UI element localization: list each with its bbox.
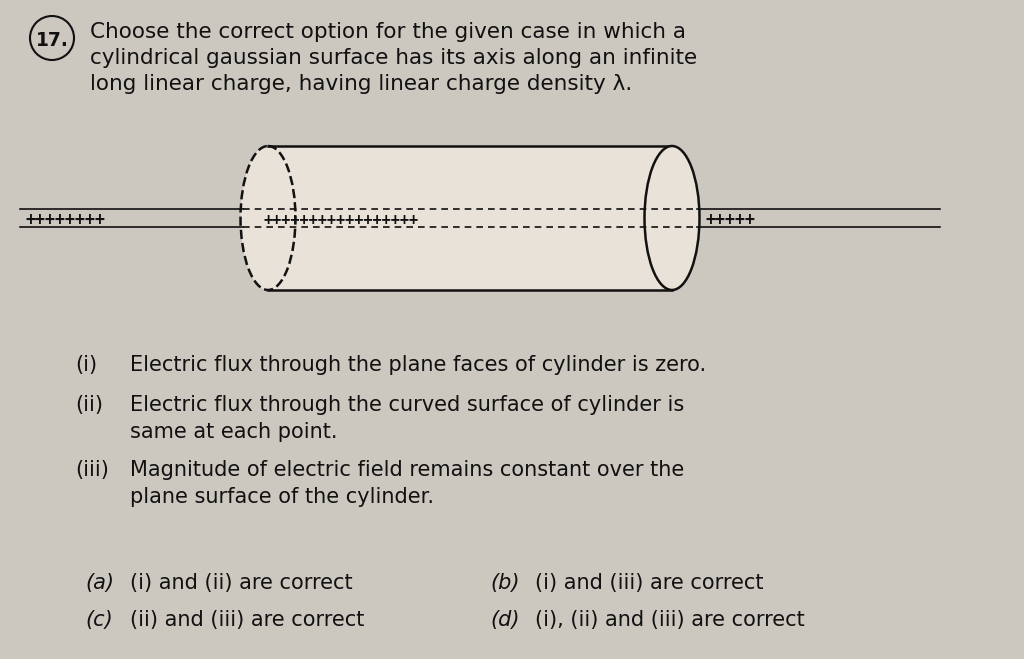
Text: Electric flux through the plane faces of cylinder is zero.: Electric flux through the plane faces of… — [130, 355, 707, 375]
Text: ++++++++: ++++++++ — [25, 211, 105, 229]
Text: (i): (i) — [75, 355, 97, 375]
Text: plane surface of the cylinder.: plane surface of the cylinder. — [130, 487, 434, 507]
Bar — [268, 146, 672, 290]
Ellipse shape — [241, 146, 296, 290]
Text: +++++++++++++++++: +++++++++++++++++ — [263, 212, 418, 227]
Text: (d): (d) — [490, 610, 519, 630]
Text: Electric flux through the curved surface of cylinder is: Electric flux through the curved surface… — [130, 395, 684, 415]
Text: (iii): (iii) — [75, 460, 109, 480]
Text: (ii) and (iii) are correct: (ii) and (iii) are correct — [130, 610, 365, 630]
Text: 17.: 17. — [36, 30, 69, 49]
Text: cylindrical gaussian surface has its axis along an infinite: cylindrical gaussian surface has its axi… — [90, 48, 697, 68]
Text: (c): (c) — [85, 610, 113, 630]
Text: (b): (b) — [490, 573, 519, 593]
Text: (i) and (iii) are correct: (i) and (iii) are correct — [535, 573, 764, 593]
Text: long linear charge, having linear charge density λ.: long linear charge, having linear charge… — [90, 74, 632, 94]
Text: (i), (ii) and (iii) are correct: (i), (ii) and (iii) are correct — [535, 610, 805, 630]
Text: Magnitude of electric field remains constant over the: Magnitude of electric field remains cons… — [130, 460, 684, 480]
Text: (a): (a) — [85, 573, 114, 593]
Text: (i) and (ii) are correct: (i) and (ii) are correct — [130, 573, 352, 593]
Ellipse shape — [644, 146, 699, 290]
Text: Choose the correct option for the given case in which a: Choose the correct option for the given … — [90, 22, 686, 42]
Text: same at each point.: same at each point. — [130, 422, 338, 442]
Text: (ii): (ii) — [75, 395, 103, 415]
Text: +++++: +++++ — [705, 211, 755, 229]
